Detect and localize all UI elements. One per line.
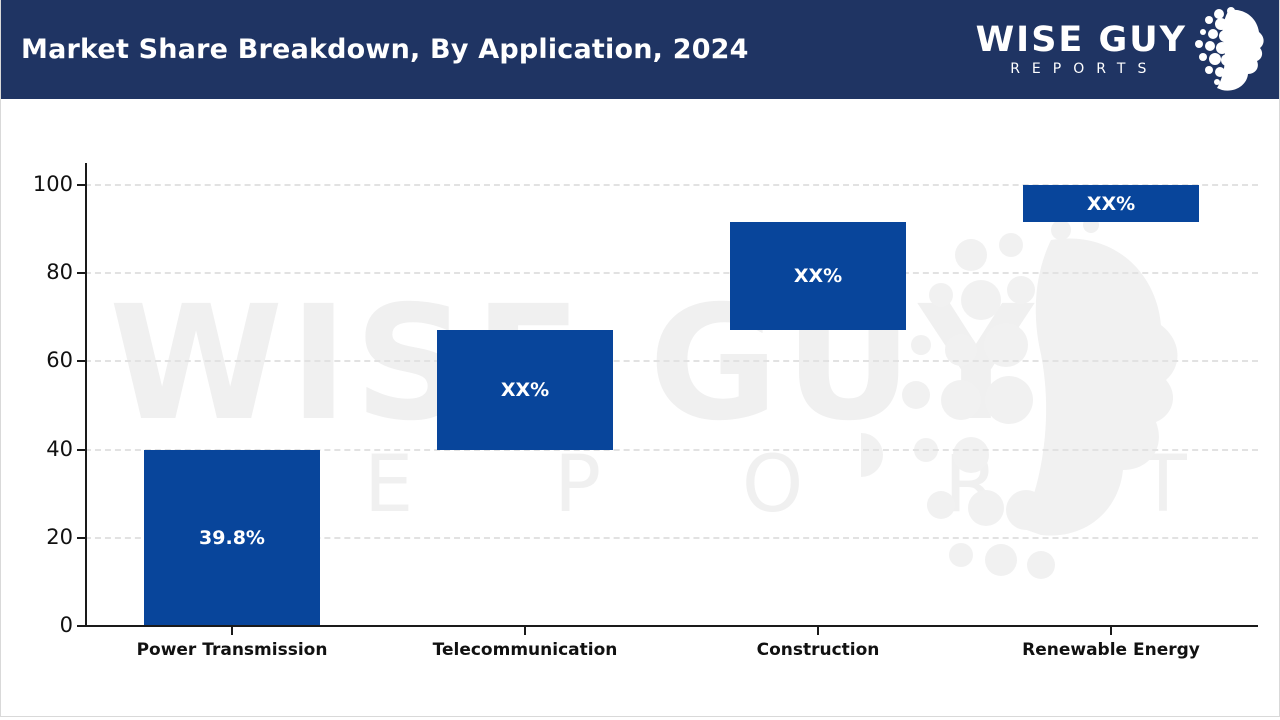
brand-logo-wordmark: WISE GUY	[975, 19, 1187, 60]
bar-value-label: 39.8%	[199, 527, 265, 550]
y-tick-label-80: 80	[46, 260, 73, 285]
dotted-head-icon	[1173, 4, 1269, 96]
bar-value-label: XX%	[500, 379, 550, 402]
y-tick-60	[77, 360, 85, 363]
y-tick-label-20: 20	[46, 524, 73, 549]
y-tick-20	[77, 536, 85, 539]
page-title: Market Share Breakdown, By Application, …	[21, 34, 749, 65]
y-tick-label-0: 0	[59, 613, 73, 637]
bar-power-transmission: 39.8%	[144, 450, 320, 626]
watermark-head-graphic	[839, 210, 1191, 614]
x-category-label: Renewable Energy	[1022, 640, 1200, 660]
gridline-100	[85, 184, 1258, 186]
bar-value-label: XX%	[793, 264, 843, 287]
bar-value-label: XX%	[1086, 192, 1136, 215]
y-tick-label-100: 100	[32, 172, 73, 196]
x-tick-0	[231, 627, 233, 635]
bar-construction: XX%	[730, 222, 906, 330]
x-axis-line	[85, 625, 1258, 627]
gridline-20	[85, 536, 1258, 539]
brand-logo-text: WISE GUY REPORTS	[975, 19, 1187, 77]
gridline-80	[85, 272, 1258, 275]
bar-telecommunication: XX%	[437, 329, 613, 451]
y-tick-80	[77, 272, 85, 275]
y-tick-100	[77, 184, 85, 186]
x-category-label: Construction	[756, 640, 880, 660]
header-bar: Market Share Breakdown, By Application, …	[1, 0, 1279, 99]
y-axis-line	[85, 163, 87, 627]
brand-logo: WISE GUY REPORTS	[976, 0, 1269, 99]
y-tick-label-40: 40	[46, 436, 73, 461]
x-category-label: Telecommunication	[432, 640, 618, 660]
y-tick-0	[77, 625, 85, 627]
x-tick-3	[1110, 627, 1112, 635]
brand-logo-subtitle: REPORTS	[1010, 60, 1159, 77]
x-tick-1	[524, 627, 526, 635]
y-tick-40	[77, 448, 85, 451]
y-tick-label-60: 60	[46, 348, 73, 373]
bar-renewable-energy: XX%	[1023, 185, 1199, 223]
gridline-60	[85, 360, 1258, 363]
x-category-label: Power Transmission	[136, 640, 328, 660]
gridline-40	[85, 448, 1258, 451]
x-tick-2	[817, 627, 819, 635]
